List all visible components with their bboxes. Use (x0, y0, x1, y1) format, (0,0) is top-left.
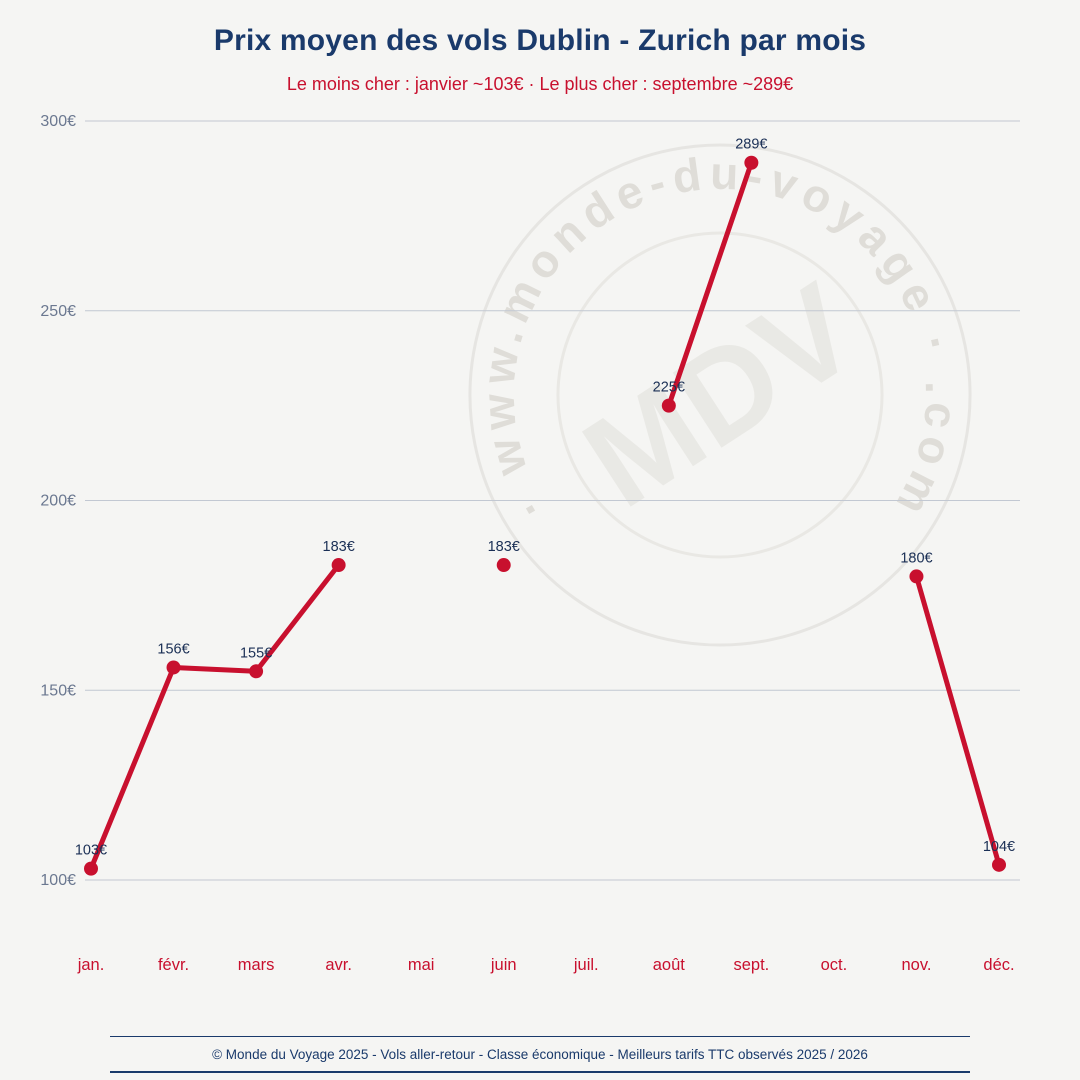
x-axis-tick-label: juin (490, 956, 517, 974)
data-point-label: 104€ (983, 839, 1015, 855)
x-axis-tick-label: jan. (77, 956, 105, 974)
x-axis-tick-label: sept. (733, 956, 769, 974)
y-axis-tick-label: 300€ (40, 113, 76, 130)
data-point (496, 558, 511, 573)
data-point-label: 289€ (735, 137, 767, 153)
x-axis-tick-label: nov. (901, 956, 931, 974)
data-point-label: 225€ (653, 380, 685, 396)
data-point-label: 155€ (240, 645, 272, 661)
data-point (744, 155, 759, 170)
data-point (909, 569, 924, 584)
data-point-label: 156€ (157, 641, 189, 657)
footer: © Monde du Voyage 2025 - Vols aller-reto… (0, 1036, 1080, 1073)
x-axis-tick-label: oct. (821, 956, 848, 974)
page-title: Prix moyen des vols Dublin - Zurich par … (213, 24, 867, 57)
x-axis-tick-label: mai (408, 956, 435, 974)
data-point (166, 660, 181, 675)
page-subtitle: Le moins cher : janvier ~103€ · Le plus … (286, 74, 794, 94)
y-axis-tick-label: 100€ (40, 872, 76, 889)
data-point-label: 103€ (75, 843, 107, 859)
x-axis-tick-label: août (653, 956, 686, 974)
data-point (84, 861, 98, 876)
x-axis-tick-label: déc. (983, 956, 1014, 974)
x-axis-tick-label: juil. (573, 956, 599, 974)
y-axis-tick-label: 150€ (40, 682, 76, 699)
price-line-segment (666, 160, 754, 409)
data-point (661, 398, 676, 413)
data-point (331, 558, 346, 573)
x-axis-tick-label: févr. (158, 956, 189, 974)
footer-text: © Monde du Voyage 2025 - Vols aller-reto… (110, 1036, 970, 1073)
price-line-segment (88, 562, 342, 872)
data-point (992, 857, 1006, 872)
x-axis-tick-label: avr. (325, 956, 352, 974)
data-point-label: 180€ (900, 550, 932, 566)
y-axis-tick-label: 200€ (40, 493, 76, 510)
price-line-segment (913, 573, 1002, 868)
data-point-label: 183€ (488, 539, 520, 555)
data-point-label: 183€ (323, 539, 355, 555)
y-axis-tick-label: 250€ (40, 303, 76, 320)
data-point (249, 664, 264, 679)
x-axis-tick-label: mars (238, 956, 275, 974)
